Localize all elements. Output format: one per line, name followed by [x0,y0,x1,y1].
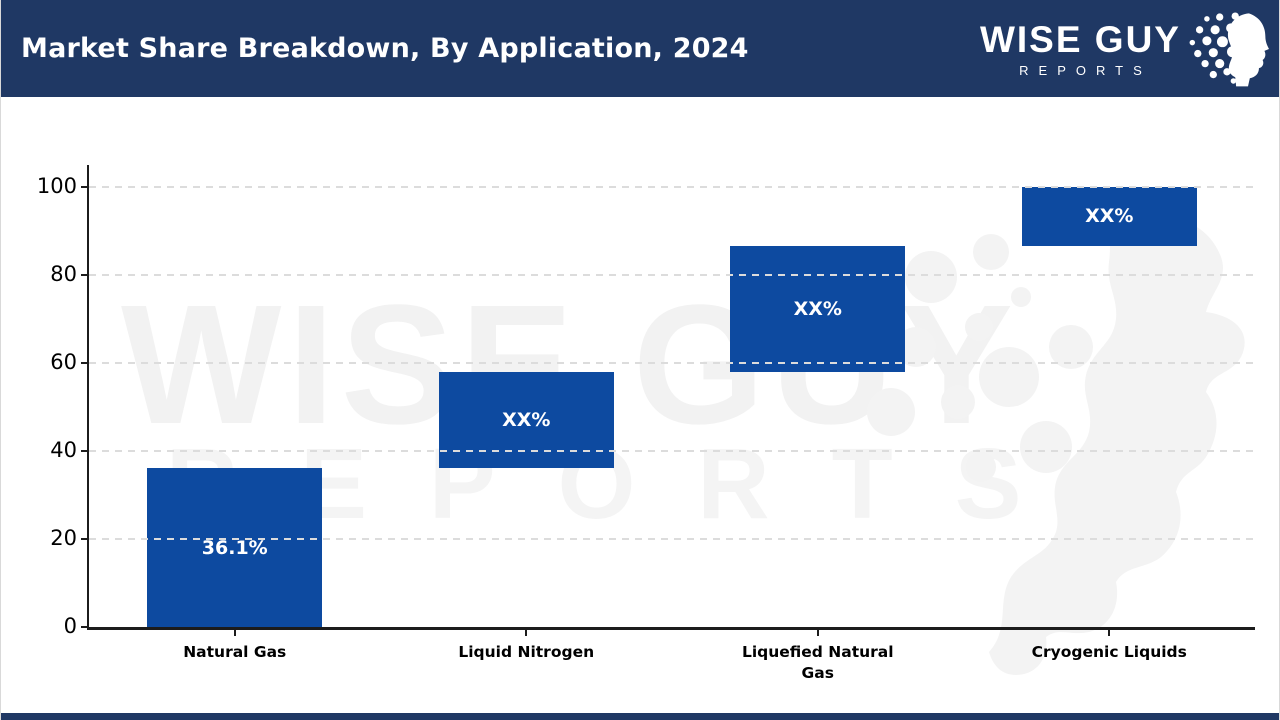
watermark-face-graphic [867,217,1245,675]
x-tick [816,627,819,636]
footer-bar [1,713,1279,720]
category-label: Cryogenic Liquids [1031,643,1187,661]
y-tick-label: 0 [63,614,77,638]
category-label: Liquid Nitrogen [458,643,595,661]
y-tick-label: 60 [50,350,77,374]
gridline-40 [89,450,1259,452]
y-axis-line [87,165,89,629]
y-tick [81,538,88,540]
x-tick [525,627,528,636]
bar-natural-gas: 36.1% [147,468,323,627]
wise-guy-reports-logo: WISE GUY REPORTS [980,8,1279,90]
x-axis-line [87,627,1255,630]
bar-liquefied-natural-gas: XX% [730,245,906,372]
category-label: Natural Gas [183,643,287,661]
chart-plot-area: WISE GUY REPORTS 36.1% Natural Gas XX% Liqu… [1,97,1279,713]
y-tick [81,186,88,188]
bar-value-label: XX% [793,297,842,320]
y-tick-label: 40 [50,438,77,462]
x-tick [1108,627,1111,636]
logo-wordmark: WISE GUY [979,18,1181,60]
bar-liquid-nitrogen: XX% [438,371,614,469]
gridline-60 [89,362,1259,364]
bar-cryogenic-liquids: XX% [1021,187,1197,246]
bar-value-label: 36.1% [201,536,268,559]
logo-subtext: REPORTS [1019,62,1152,78]
y-tick-label: 80 [50,262,77,286]
x-tick [233,627,236,636]
header-bar: Market Share Breakdown, By Application, … [1,0,1279,97]
bar-value-label: XX% [502,408,551,431]
logo-face-icon [1189,11,1269,86]
y-tick [81,450,88,452]
y-tick [81,362,88,364]
gridline-100 [89,186,1259,188]
gridline-20 [89,538,1259,540]
y-tick [81,626,88,628]
y-tick [81,274,88,276]
logo-text: WISE GUY REPORTS [980,21,1181,77]
page-title: Market Share Breakdown, By Application, … [21,33,749,64]
y-tick-label: 100 [36,174,77,198]
y-tick-label: 20 [50,526,77,550]
category-label: Liquefied Natural Gas [741,643,894,682]
bar-value-label: XX% [1085,205,1134,228]
gridline-80 [89,274,1259,276]
